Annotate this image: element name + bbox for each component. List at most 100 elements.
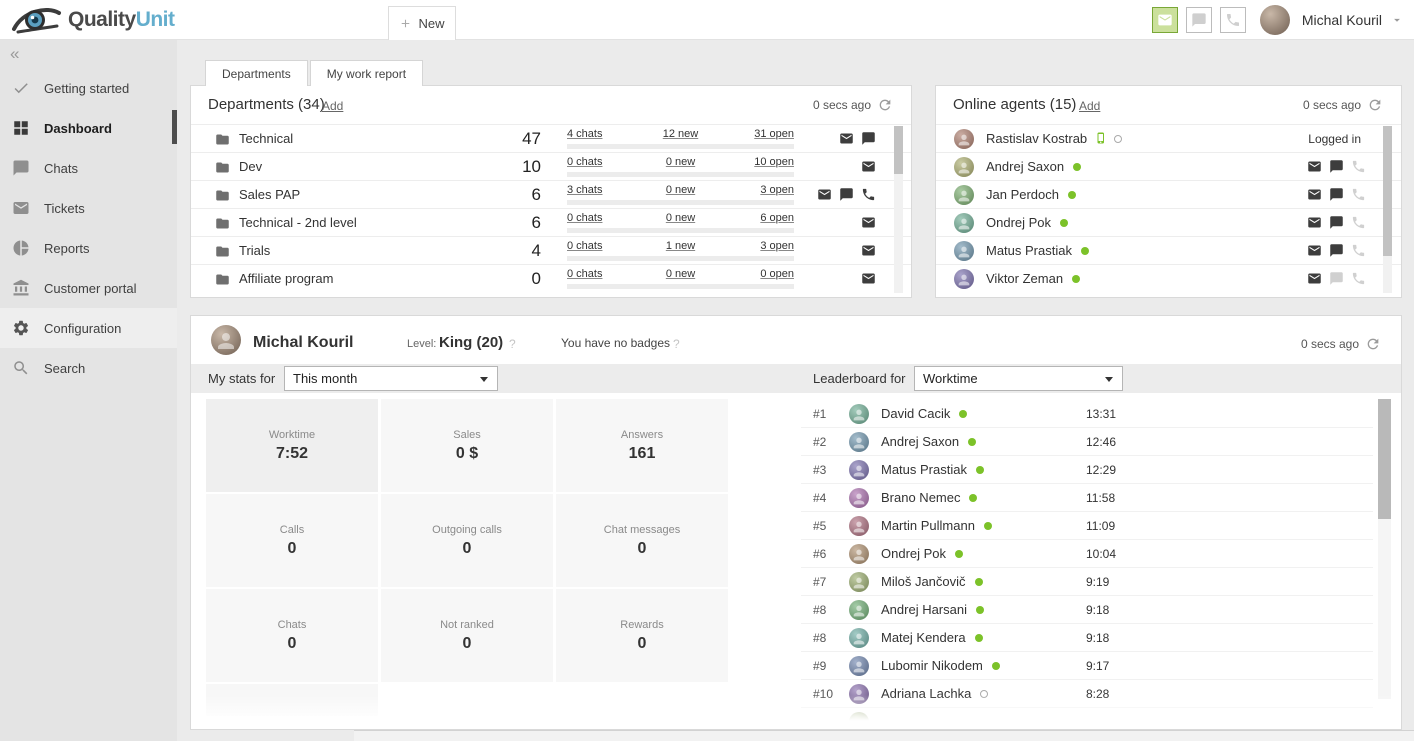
leaderboard-scrollbar[interactable] bbox=[1378, 399, 1391, 699]
leaderboard-row[interactable]: #7 Miloš Jančovič 9:19 bbox=[801, 568, 1373, 596]
user-avatar[interactable] bbox=[1259, 5, 1290, 35]
level-help-icon[interactable]: ? bbox=[509, 337, 516, 351]
departments-scrollbar[interactable] bbox=[894, 126, 903, 293]
phone-availability-button[interactable] bbox=[1219, 7, 1246, 33]
stat-cell-calls[interactable]: Calls 0 bbox=[206, 494, 378, 587]
agent-row[interactable]: Rastislav Kostrab Logged in bbox=[936, 124, 1401, 152]
brand-logo[interactable]: QualityUnit bbox=[10, 4, 175, 36]
phone-action-icon[interactable] bbox=[1351, 187, 1366, 205]
sidebar-collapse-icon[interactable]: « bbox=[10, 44, 20, 63]
chat-action-icon[interactable] bbox=[1329, 215, 1344, 233]
mail-action-icon[interactable] bbox=[861, 215, 876, 233]
department-new-link[interactable]: 0 new bbox=[665, 156, 696, 168]
phone-action-icon[interactable] bbox=[1351, 243, 1366, 261]
badges-help-icon[interactable]: ? bbox=[673, 337, 680, 351]
leaderboard-row[interactable]: #6 Ondrej Pok 10:04 bbox=[801, 540, 1373, 568]
sidebar-item-search[interactable]: Search bbox=[0, 348, 177, 388]
mail-action-icon[interactable] bbox=[839, 131, 854, 149]
department-chats-link[interactable]: 0 chats bbox=[567, 212, 603, 224]
department-chats-link[interactable]: 3 chats bbox=[567, 184, 603, 196]
leaderboard-metric-select[interactable]: Worktime bbox=[914, 366, 1123, 391]
department-open-link[interactable]: 10 open bbox=[754, 156, 794, 168]
department-new-link[interactable]: 12 new bbox=[662, 128, 699, 140]
department-chats-link[interactable]: 0 chats bbox=[567, 156, 603, 168]
refresh-icon[interactable] bbox=[1367, 97, 1383, 113]
user-menu[interactable]: Michal Kouril bbox=[1301, 12, 1382, 28]
agent-row[interactable]: Andrej Saxon bbox=[936, 152, 1401, 180]
agents-add-link[interactable]: Add bbox=[1079, 99, 1101, 113]
chat-action-icon[interactable] bbox=[1329, 187, 1344, 205]
mail-action-icon[interactable] bbox=[861, 243, 876, 261]
department-new-link[interactable]: 0 new bbox=[665, 184, 696, 196]
mail-action-icon[interactable] bbox=[861, 271, 876, 289]
mail-action-icon[interactable] bbox=[1307, 159, 1322, 177]
chat-availability-button[interactable] bbox=[1185, 7, 1212, 33]
department-row[interactable]: Technical - 2nd level 6 0 chats 0 new 6 open bbox=[191, 208, 911, 236]
leaderboard-row[interactable]: #1 David Cacik 13:31 bbox=[801, 400, 1373, 428]
department-chats-link[interactable]: 0 chats bbox=[567, 268, 603, 280]
leaderboard-row[interactable]: #10 Adriana Lachka 8:28 bbox=[801, 680, 1373, 708]
department-chats-link[interactable]: 0 chats bbox=[567, 240, 603, 252]
chat-action-icon[interactable] bbox=[839, 187, 854, 205]
stat-cell-chat-messages[interactable]: Chat messages 0 bbox=[556, 494, 728, 587]
sidebar-item-customer-portal[interactable]: Customer portal bbox=[0, 268, 177, 308]
mail-availability-button[interactable] bbox=[1151, 7, 1178, 33]
department-new-link[interactable]: 1 new bbox=[665, 240, 696, 252]
agents-scrollbar[interactable] bbox=[1383, 126, 1392, 293]
phone-action-icon[interactable] bbox=[1351, 215, 1366, 233]
stat-cell-outgoing-calls[interactable]: Outgoing calls 0 bbox=[381, 494, 553, 587]
stat-cell-sales[interactable]: Sales 0 $ bbox=[381, 399, 553, 492]
leaderboard-row[interactable]: #8 Matej Kendera 9:18 bbox=[801, 624, 1373, 652]
mail-action-icon[interactable] bbox=[1307, 243, 1322, 261]
refresh-icon[interactable] bbox=[1365, 336, 1381, 352]
stats-period-select[interactable]: This month bbox=[284, 366, 498, 391]
stat-cell-rewards[interactable]: Rewards 0 bbox=[556, 589, 728, 682]
chat-action-icon[interactable] bbox=[1329, 159, 1344, 177]
department-open-link[interactable]: 0 open bbox=[760, 268, 794, 280]
leaderboard-row[interactable]: #3 Matus Prastiak 12:29 bbox=[801, 456, 1373, 484]
stat-cell-not-ranked[interactable]: Not ranked 0 bbox=[381, 589, 553, 682]
mail-action-icon[interactable] bbox=[861, 159, 876, 177]
mail-action-icon[interactable] bbox=[1307, 215, 1322, 233]
departments-add-link[interactable]: Add bbox=[322, 99, 344, 113]
tab-departments[interactable]: Departments bbox=[205, 60, 308, 87]
department-open-link[interactable]: 3 open bbox=[760, 240, 794, 252]
agent-row[interactable]: Viktor Zeman bbox=[936, 264, 1401, 292]
phone-action-icon[interactable] bbox=[1351, 271, 1366, 289]
sidebar-item-getting-started[interactable]: Getting started bbox=[0, 68, 177, 108]
chat-action-icon[interactable] bbox=[861, 131, 876, 149]
department-chats-link[interactable]: 4 chats bbox=[567, 128, 603, 140]
agents-scrollbar-thumb[interactable] bbox=[1383, 126, 1392, 256]
tab-my-work-report[interactable]: My work report bbox=[309, 60, 424, 86]
leaderboard-row[interactable]: #5 Martin Pullmann 11:09 bbox=[801, 512, 1373, 540]
stat-cell-worktime[interactable]: Worktime 7:52 bbox=[206, 399, 378, 492]
new-button[interactable]: New bbox=[388, 6, 456, 40]
phone-action-icon[interactable] bbox=[1351, 159, 1366, 177]
department-row[interactable]: Trials 4 0 chats 1 new 3 open bbox=[191, 236, 911, 264]
department-row[interactable]: Technical 47 4 chats 12 new 31 open bbox=[191, 124, 911, 152]
leaderboard-scrollbar-thumb[interactable] bbox=[1378, 399, 1391, 519]
mail-action-icon[interactable] bbox=[1307, 187, 1322, 205]
departments-scrollbar-thumb[interactable] bbox=[894, 126, 903, 174]
chat-action-icon[interactable] bbox=[1329, 243, 1344, 261]
mail-action-icon[interactable] bbox=[1307, 271, 1322, 289]
sidebar-item-configuration[interactable]: Configuration bbox=[0, 308, 177, 348]
department-new-link[interactable]: 0 new bbox=[665, 212, 696, 224]
stat-cell-chats[interactable]: Chats 0 bbox=[206, 589, 378, 682]
sidebar-item-chats[interactable]: Chats bbox=[0, 148, 177, 188]
leaderboard-row[interactable]: #9 Lubomir Nikodem 9:17 bbox=[801, 652, 1373, 680]
phone-action-icon[interactable] bbox=[861, 187, 876, 205]
stat-cell-answers[interactable]: Answers 161 bbox=[556, 399, 728, 492]
sidebar-item-tickets[interactable]: Tickets bbox=[0, 188, 177, 228]
department-new-link[interactable]: 0 new bbox=[665, 268, 696, 280]
sidebar-item-reports[interactable]: Reports bbox=[0, 228, 177, 268]
sidebar-item-dashboard[interactable]: Dashboard bbox=[0, 108, 177, 148]
agent-row[interactable]: Jan Perdoch bbox=[936, 180, 1401, 208]
agent-row[interactable]: Matus Prastiak bbox=[936, 236, 1401, 264]
refresh-icon[interactable] bbox=[877, 97, 893, 113]
mail-action-icon[interactable] bbox=[817, 187, 832, 205]
department-open-link[interactable]: 31 open bbox=[754, 128, 794, 140]
sidebar-scrollbar-thumb[interactable] bbox=[172, 110, 177, 144]
leaderboard-row[interactable]: #2 Andrej Saxon 12:46 bbox=[801, 428, 1373, 456]
agent-row[interactable]: Ondrej Pok bbox=[936, 208, 1401, 236]
